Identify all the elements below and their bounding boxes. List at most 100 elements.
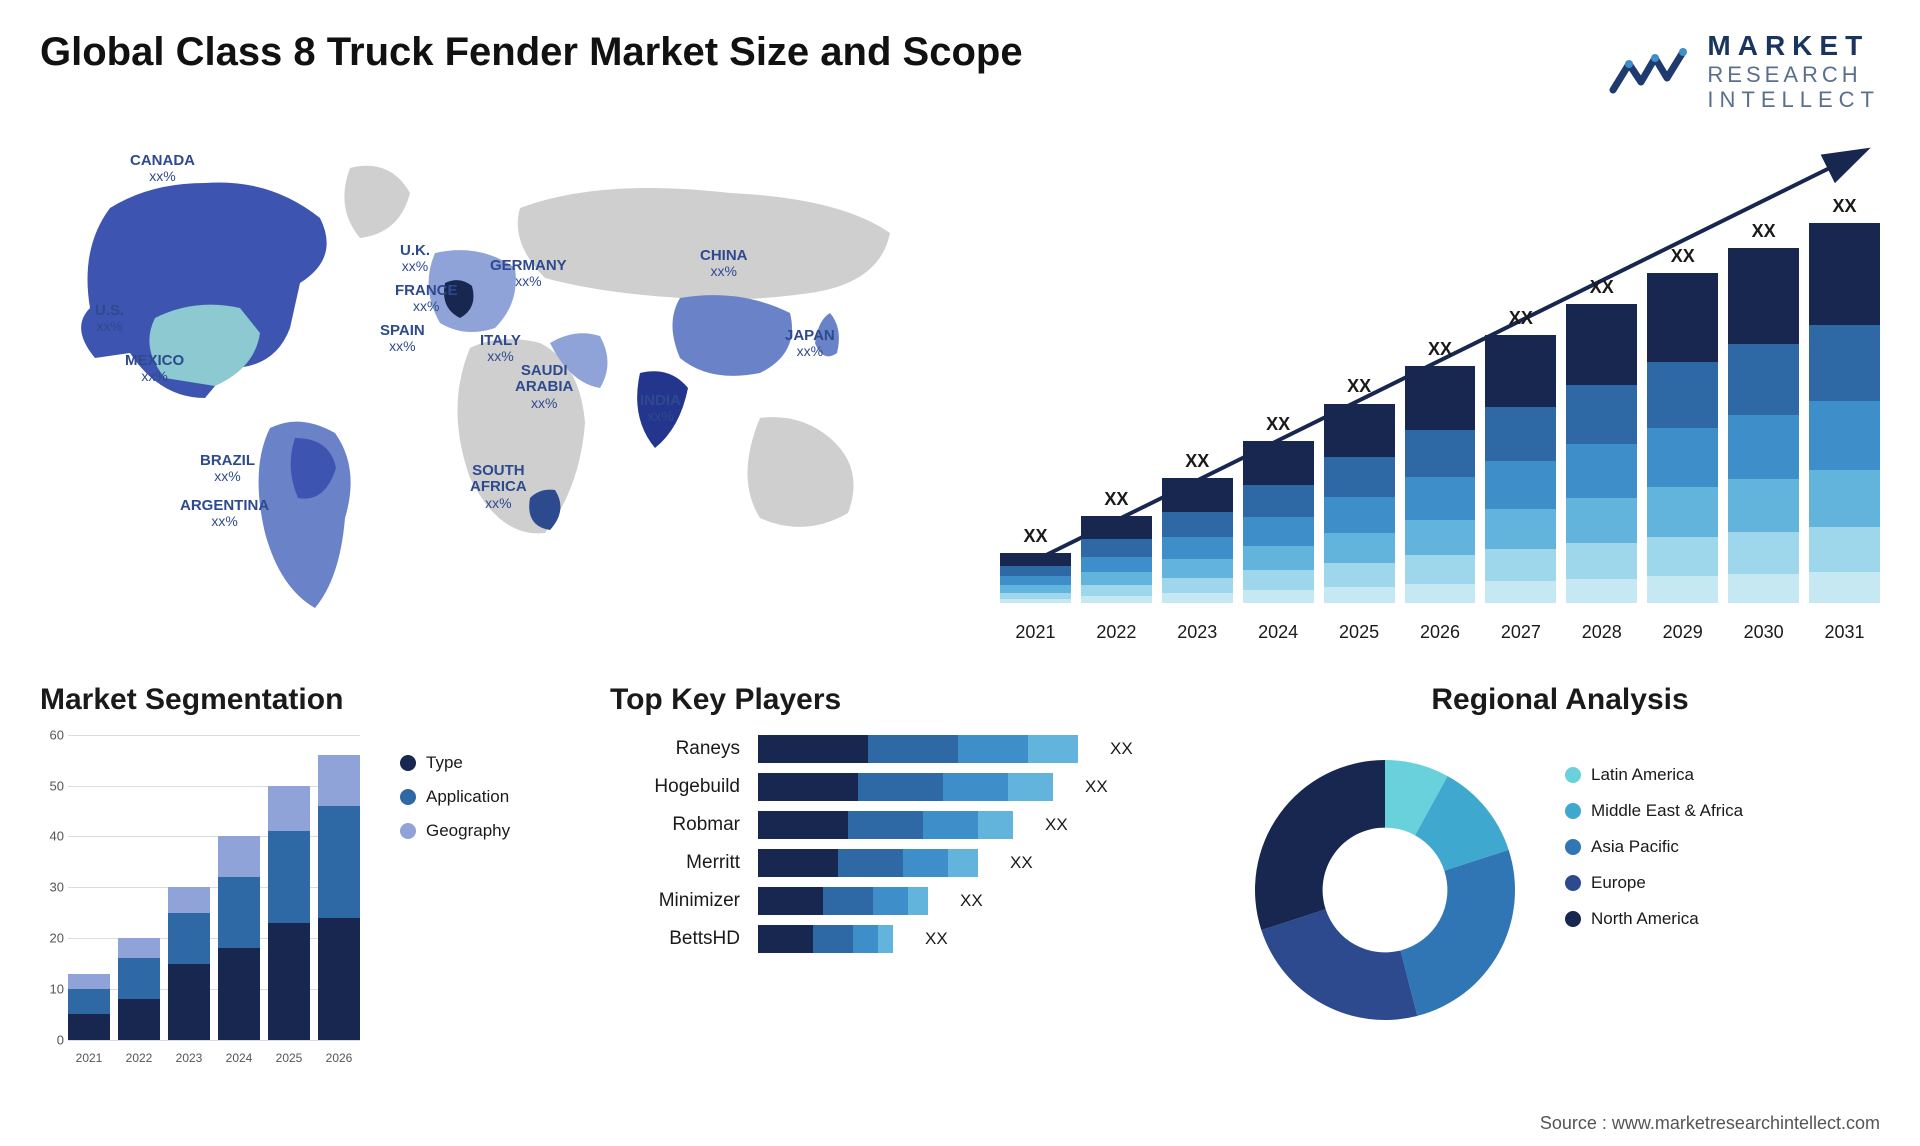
- player-value: XX: [1045, 815, 1068, 835]
- map-label: ITALYxx%: [480, 333, 521, 366]
- map-label: INDIAxx%: [640, 393, 681, 426]
- donut-slice: [1261, 909, 1417, 1020]
- growth-bar: XX: [1324, 376, 1395, 602]
- growth-bar: XX: [1000, 526, 1071, 603]
- players-title: Top Key Players: [610, 683, 1190, 717]
- segmentation-legend: Type Application Geography: [400, 753, 510, 841]
- logo-text-1: MARKET: [1707, 30, 1880, 62]
- legend-item: North America: [1565, 909, 1743, 929]
- map-label: BRAZILxx%: [200, 453, 255, 486]
- player-row: BettsHD XX: [610, 925, 1190, 953]
- growth-x-label: 2025: [1324, 622, 1395, 643]
- players-list: RaneysXXHogebuildXXRobmarXXMerrittXXMini…: [610, 735, 1190, 953]
- player-bar: [758, 811, 1013, 839]
- seg-y-label: 50: [40, 778, 64, 793]
- seg-y-label: 60: [40, 727, 64, 742]
- player-name: Robmar: [610, 814, 740, 836]
- segmentation-bar: [218, 836, 260, 1039]
- source-attribution: Source : www.marketresearchintellect.com: [1540, 1113, 1880, 1134]
- seg-x-label: 2025: [268, 1051, 310, 1065]
- growth-bar: XX: [1081, 489, 1152, 603]
- page-title: Global Class 8 Truck Fender Market Size …: [40, 30, 1023, 75]
- legend-item: Europe: [1565, 873, 1743, 893]
- growth-x-label: 2021: [1000, 622, 1071, 643]
- player-name: Raneys: [610, 738, 740, 760]
- segmentation-bar: [118, 938, 160, 1040]
- growth-bar-value: XX: [1428, 339, 1452, 360]
- player-name: Merritt: [610, 852, 740, 874]
- growth-bar-value: XX: [1185, 451, 1209, 472]
- player-value: XX: [960, 891, 983, 911]
- map-label: SPAINxx%: [380, 323, 425, 356]
- growth-bar-value: XX: [1833, 196, 1857, 217]
- seg-y-label: 40: [40, 829, 64, 844]
- growth-x-label: 2028: [1566, 622, 1637, 643]
- segmentation-bar: [318, 755, 360, 1040]
- seg-x-label: 2024: [218, 1051, 260, 1065]
- player-bar: [758, 773, 1053, 801]
- brand-logo: MARKET RESEARCH INTELLECT: [1609, 30, 1880, 113]
- growth-x-label: 2027: [1485, 622, 1556, 643]
- regional-legend: Latin AmericaMiddle East & AfricaAsia Pa…: [1565, 765, 1743, 929]
- regional-panel: Regional Analysis Latin AmericaMiddle Ea…: [1240, 683, 1880, 1103]
- growth-bar-value: XX: [1266, 414, 1290, 435]
- map-label: GERMANYxx%: [490, 258, 567, 291]
- growth-bar: XX: [1243, 414, 1314, 603]
- player-row: Robmar XX: [610, 811, 1190, 839]
- growth-bar-value: XX: [1347, 376, 1371, 397]
- map-label: MEXICOxx%: [125, 353, 184, 386]
- seg-y-label: 0: [40, 1032, 64, 1047]
- map-label: U.K.xx%: [400, 243, 430, 276]
- legend-item: Application: [400, 787, 510, 807]
- player-value: XX: [1085, 777, 1108, 797]
- donut-slice: [1401, 850, 1515, 1016]
- players-panel: Top Key Players RaneysXXHogebuildXXRobma…: [610, 683, 1190, 1103]
- player-row: Merritt XX: [610, 849, 1190, 877]
- seg-x-label: 2023: [168, 1051, 210, 1065]
- growth-bar: XX: [1728, 221, 1799, 603]
- seg-y-label: 10: [40, 981, 64, 996]
- seg-x-label: 2021: [68, 1051, 110, 1065]
- growth-x-label: 2031: [1809, 622, 1880, 643]
- player-row: Minimizer XX: [610, 887, 1190, 915]
- growth-bar: XX: [1485, 308, 1556, 603]
- growth-x-label: 2022: [1081, 622, 1152, 643]
- growth-x-label: 2023: [1162, 622, 1233, 643]
- map-label: U.S.xx%: [95, 303, 124, 336]
- map-label: SAUDIARABIAxx%: [515, 363, 573, 413]
- segmentation-title: Market Segmentation: [40, 683, 560, 717]
- legend-item: Geography: [400, 821, 510, 841]
- map-label: JAPANxx%: [785, 328, 835, 361]
- map-label: CHINAxx%: [700, 248, 748, 281]
- seg-x-label: 2026: [318, 1051, 360, 1065]
- player-row: HogebuildXX: [610, 773, 1190, 801]
- growth-bar: XX: [1566, 277, 1637, 603]
- player-row: Raneys XX: [610, 735, 1190, 763]
- map-label: ARGENTINAxx%: [180, 498, 269, 531]
- growth-chart: XXXXXXXXXXXXXXXXXXXXXX 20212022202320242…: [1000, 133, 1880, 643]
- player-name: Minimizer: [610, 890, 740, 912]
- player-bar: [758, 887, 928, 915]
- player-bar: [758, 735, 1078, 763]
- growth-bar-value: XX: [1752, 221, 1776, 242]
- player-value: XX: [1110, 739, 1133, 759]
- growth-bar: XX: [1162, 451, 1233, 603]
- player-value: XX: [1010, 853, 1033, 873]
- growth-bar-value: XX: [1104, 489, 1128, 510]
- legend-item: Asia Pacific: [1565, 837, 1743, 857]
- player-value: XX: [925, 929, 948, 949]
- seg-x-label: 2022: [118, 1051, 160, 1065]
- legend-item: Type: [400, 753, 510, 773]
- growth-x-label: 2030: [1728, 622, 1799, 643]
- growth-bar: XX: [1405, 339, 1476, 603]
- growth-x-label: 2026: [1405, 622, 1476, 643]
- growth-bar-value: XX: [1509, 308, 1533, 329]
- segmentation-bar: [268, 786, 310, 1040]
- growth-bar-value: XX: [1023, 526, 1047, 547]
- segmentation-bar: [68, 974, 110, 1040]
- world-map-icon: [40, 133, 960, 643]
- player-name: BettsHD: [610, 928, 740, 950]
- growth-x-label: 2029: [1647, 622, 1718, 643]
- segmentation-chart: 202120222023202420252026 0102030405060: [40, 735, 360, 1065]
- growth-x-label: 2024: [1243, 622, 1314, 643]
